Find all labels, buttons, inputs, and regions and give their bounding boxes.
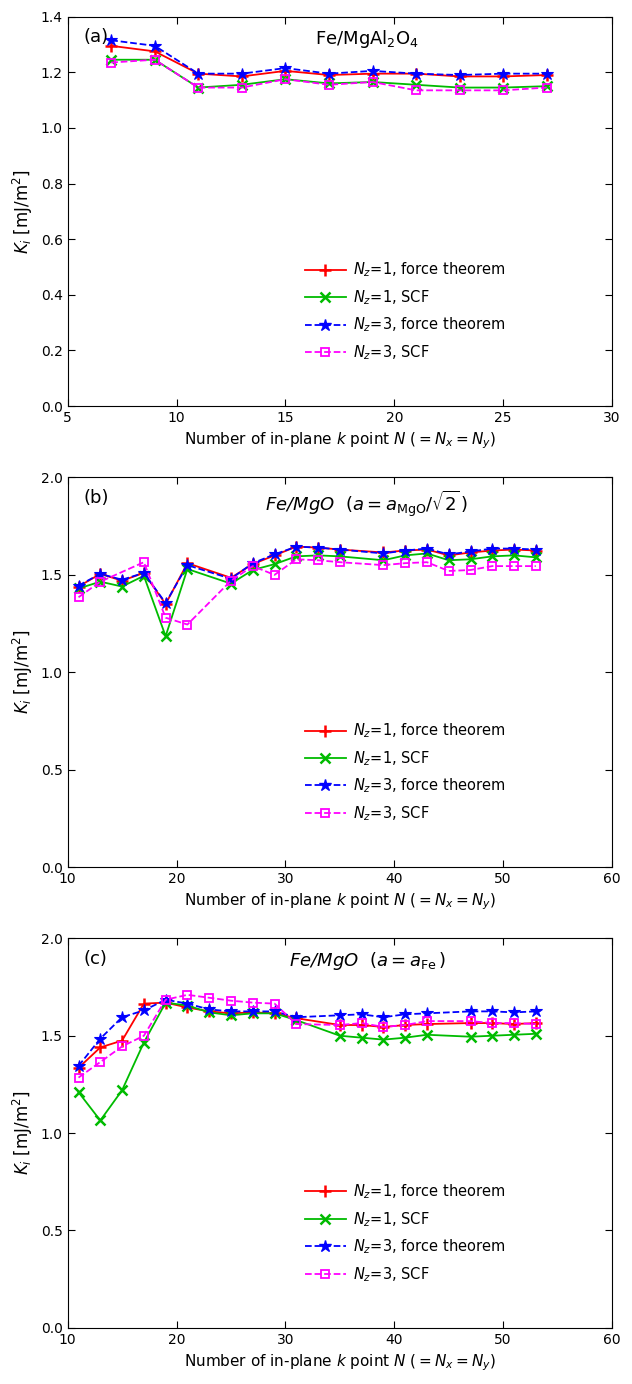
Legend: $N_z$=1, force theorem, $N_z$=1, SCF, $N_z$=3, force theorem, $N_z$=3, SCF: $N_z$=1, force theorem, $N_z$=1, SCF, $N… — [299, 255, 511, 368]
Y-axis label: $K_i$ [mJ/m$^2$]: $K_i$ [mJ/m$^2$] — [11, 1091, 35, 1175]
Text: Fe/MgAl$_2$O$_4$: Fe/MgAl$_2$O$_4$ — [315, 28, 419, 50]
Text: (c): (c) — [84, 949, 108, 967]
Y-axis label: $K_i$ [mJ/m$^2$]: $K_i$ [mJ/m$^2$] — [11, 169, 35, 253]
Text: (b): (b) — [84, 489, 109, 507]
Legend: $N_z$=1, force theorem, $N_z$=1, SCF, $N_z$=3, force theorem, $N_z$=3, SCF: $N_z$=1, force theorem, $N_z$=1, SCF, $N… — [299, 716, 511, 829]
Text: (a): (a) — [84, 28, 109, 46]
Legend: $N_z$=1, force theorem, $N_z$=1, SCF, $N_z$=3, force theorem, $N_z$=3, SCF: $N_z$=1, force theorem, $N_z$=1, SCF, $N… — [299, 1176, 511, 1290]
X-axis label: Number of in-plane $k$ point $N$ ($= N_x = N_y$): Number of in-plane $k$ point $N$ ($= N_x… — [184, 430, 496, 451]
X-axis label: Number of in-plane $k$ point $N$ ($= N_x = N_y$): Number of in-plane $k$ point $N$ ($= N_x… — [184, 891, 496, 912]
X-axis label: Number of in-plane $k$ point $N$ ($= N_x = N_y$): Number of in-plane $k$ point $N$ ($= N_x… — [184, 1352, 496, 1373]
Y-axis label: $K_i$ [mJ/m$^2$]: $K_i$ [mJ/m$^2$] — [11, 630, 35, 714]
Text: Fe/MgO  $(a = a_\mathrm{MgO}/\sqrt{2}\,)$: Fe/MgO $(a = a_\mathrm{MgO}/\sqrt{2}\,)$ — [265, 489, 469, 519]
Text: Fe/MgO  $(a = a_\mathrm{Fe}\,)$: Fe/MgO $(a = a_\mathrm{Fe}\,)$ — [289, 949, 446, 972]
